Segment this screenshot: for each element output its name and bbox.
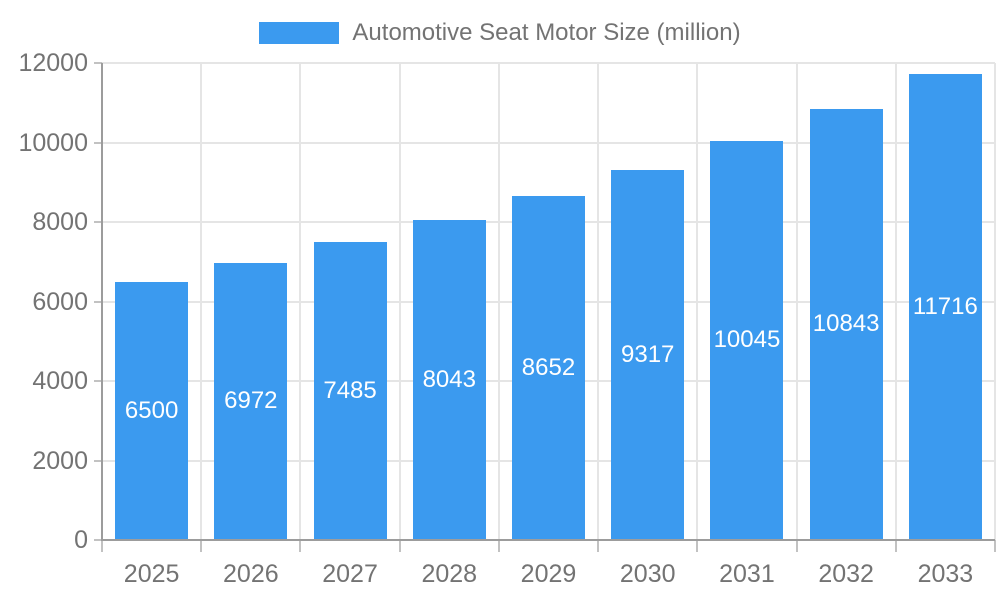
y-axis-tick — [94, 62, 102, 64]
x-axis-tick — [994, 540, 996, 552]
y-axis-line — [101, 63, 103, 541]
bar-value-label: 6500 — [124, 396, 179, 424]
y-axis-tick-label: 6000 — [32, 287, 88, 316]
x-axis-tick-label: 2030 — [619, 560, 676, 588]
bar-value-label: 10843 — [812, 310, 880, 338]
x-axis-tick — [101, 540, 103, 552]
bar — [214, 262, 288, 540]
bar — [710, 140, 784, 540]
y-axis-tick-label: 2000 — [32, 446, 88, 475]
gridline-vertical — [398, 63, 401, 540]
gridline-vertical — [795, 63, 798, 540]
y-axis-tick — [94, 380, 102, 382]
x-axis-line — [101, 539, 995, 541]
gridline-vertical — [894, 63, 897, 540]
gridline-vertical — [200, 63, 203, 540]
gridline-horizontal — [102, 141, 995, 144]
bar-value-label: 10045 — [713, 326, 781, 354]
y-axis-tick — [94, 300, 102, 303]
gridline-vertical — [696, 63, 699, 540]
y-axis-tick — [94, 141, 102, 144]
chart-legend[interactable]: Automotive Seat Motor Size (million) — [0, 20, 1000, 46]
y-axis-tick-label: 8000 — [32, 208, 88, 236]
bar-value-label: 11716 — [912, 293, 978, 321]
legend-swatch — [259, 22, 340, 44]
x-axis-tick — [696, 540, 699, 552]
x-axis-tick-label: 2027 — [322, 560, 378, 588]
x-axis-tick — [398, 540, 401, 552]
gridline-vertical — [299, 63, 302, 540]
x-axis-tick — [299, 540, 302, 552]
bar — [809, 108, 883, 540]
gridline-vertical — [994, 63, 996, 540]
y-axis-tick-label: 10000 — [18, 128, 88, 157]
bar-value-label: 8652 — [521, 354, 576, 382]
bar — [908, 74, 982, 540]
y-axis-tick — [94, 539, 102, 541]
bar — [412, 220, 486, 540]
y-axis-tick-label: 4000 — [32, 367, 88, 395]
x-axis-tick-label: 2026 — [223, 560, 279, 588]
bar-value-label: 6972 — [224, 387, 278, 415]
bar-value-label: 8043 — [422, 366, 476, 394]
legend-label: Automotive Seat Motor Size (million) — [352, 19, 741, 46]
gridline-vertical — [597, 63, 600, 540]
x-axis-tick-label: 2032 — [818, 560, 874, 588]
gridline-horizontal — [102, 62, 995, 64]
y-axis-tick-label: 0 — [74, 526, 88, 554]
bar — [512, 196, 585, 540]
x-axis-tick — [795, 540, 798, 552]
x-axis-tick-label: 2031 — [719, 560, 775, 588]
x-axis-tick-label: 2029 — [520, 560, 577, 588]
y-axis-tick-label: 12000 — [18, 49, 88, 77]
x-axis-tick — [894, 540, 897, 552]
bar-value-label: 9317 — [621, 340, 675, 368]
x-axis-tick-label: 2033 — [917, 560, 974, 588]
bar — [313, 242, 387, 540]
x-axis-tick-label: 2025 — [123, 560, 180, 588]
y-axis-tick — [94, 221, 102, 223]
gridline-vertical — [497, 63, 500, 540]
bar — [115, 281, 189, 540]
x-axis-tick — [597, 540, 600, 552]
bar-value-label: 7485 — [323, 377, 377, 405]
x-axis-tick — [497, 540, 500, 552]
y-axis-tick — [94, 459, 102, 462]
bar — [611, 169, 685, 540]
x-axis-tick-label: 2028 — [421, 560, 478, 588]
x-axis-tick — [200, 540, 203, 552]
